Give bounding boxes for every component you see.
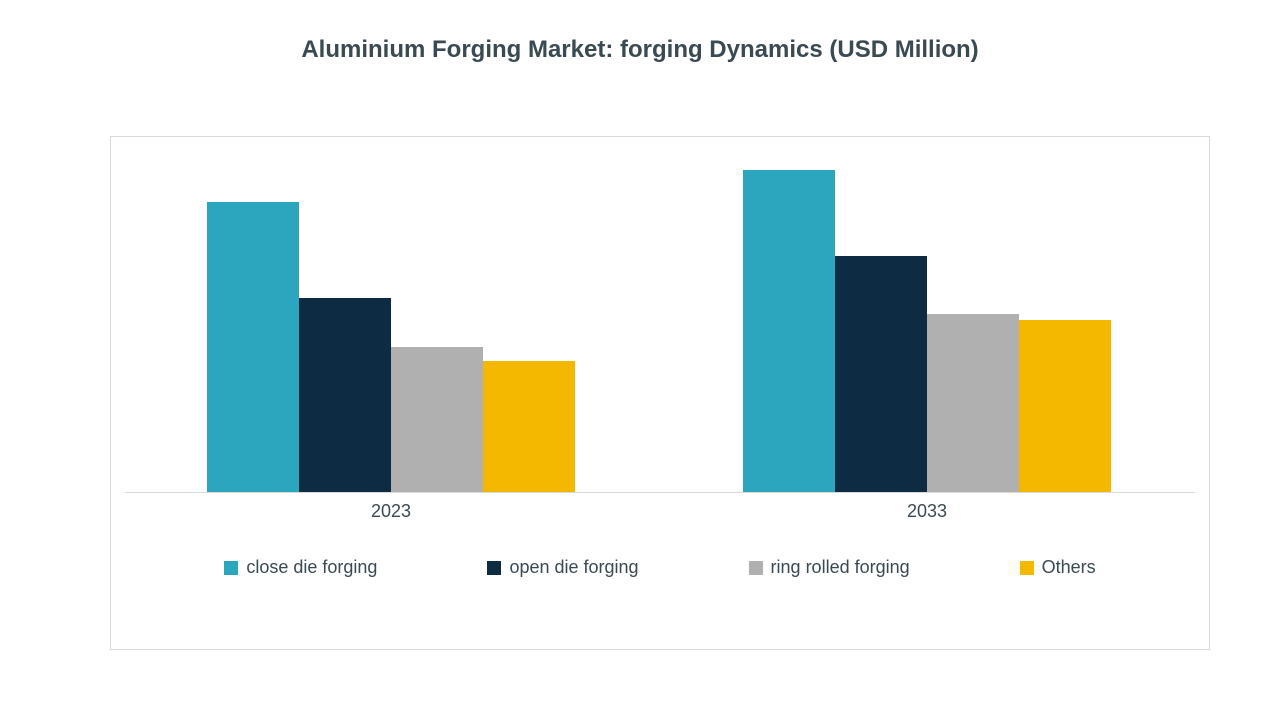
legend-label: open die forging [509, 557, 638, 578]
legend-label: Others [1042, 557, 1096, 578]
bar [391, 347, 483, 492]
bar [743, 170, 835, 492]
legend-item-others: Others [1020, 557, 1096, 578]
bar-group-2033 [743, 170, 1111, 492]
legend-swatch-ring-rolled [749, 561, 763, 575]
x-axis-labels: 2023 2033 [125, 501, 1195, 529]
bar [483, 361, 575, 492]
bar [207, 202, 299, 492]
x-label-2023: 2023 [371, 501, 411, 522]
bar [927, 314, 1019, 492]
chart-title: Aluminium Forging Market: forging Dynami… [0, 0, 1280, 64]
legend-item-close-die: close die forging [224, 557, 377, 578]
legend-swatch-others [1020, 561, 1034, 575]
x-label-2033: 2033 [907, 501, 947, 522]
legend-label: ring rolled forging [771, 557, 910, 578]
legend-label: close die forging [246, 557, 377, 578]
legend: close die forging open die forging ring … [111, 557, 1209, 578]
bar [1019, 320, 1111, 492]
plot-area [125, 137, 1195, 493]
legend-item-ring-rolled: ring rolled forging [749, 557, 910, 578]
bar-group-2023 [207, 202, 575, 492]
legend-swatch-open-die [487, 561, 501, 575]
bar [299, 298, 391, 492]
legend-swatch-close-die [224, 561, 238, 575]
bar [835, 256, 927, 492]
legend-item-open-die: open die forging [487, 557, 638, 578]
chart-container: 2023 2033 close die forging open die for… [110, 136, 1210, 650]
